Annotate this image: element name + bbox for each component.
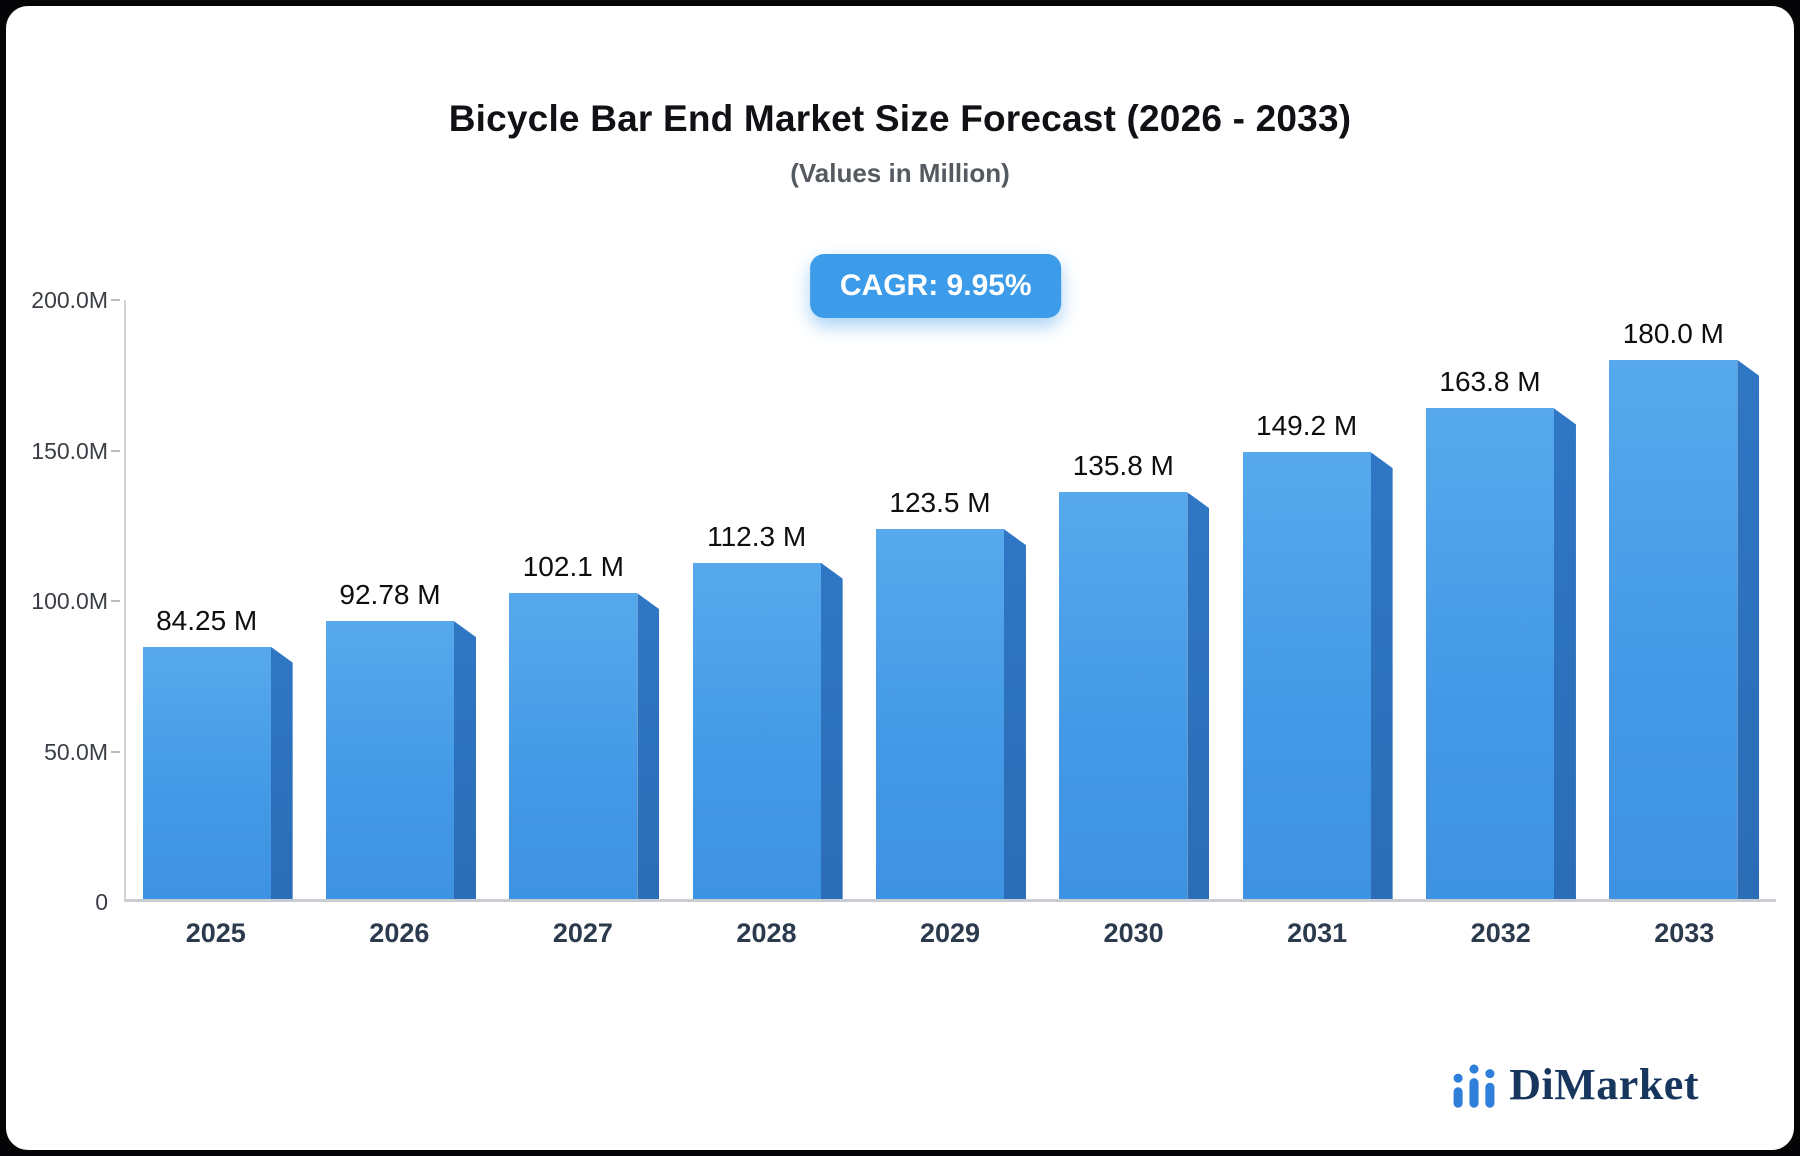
y-tick-label: 200.0M — [31, 287, 108, 313]
bar-front-face — [875, 529, 1004, 899]
bar-side-face — [637, 593, 660, 899]
bar-front-face — [325, 621, 454, 899]
bar-slot: 123.5 M — [859, 300, 1042, 899]
bar-slot: 135.8 M — [1043, 300, 1226, 899]
bar: 102.1 M — [509, 551, 660, 899]
bar-value-label: 92.78 M — [339, 579, 441, 611]
bar-value-label: 180.0 M — [1622, 317, 1724, 349]
bar: 112.3 M — [692, 521, 843, 899]
bar-front-face — [1059, 492, 1188, 899]
bar-front-face — [1425, 408, 1554, 899]
bar-value-label: 163.8 M — [1439, 366, 1541, 398]
y-axis-labels: 200.0M 150.0M 100.0M 50.0M 0 — [6, 287, 120, 915]
bar: 123.5 M — [875, 487, 1026, 899]
x-tick-label: 2029 — [919, 918, 981, 948]
chart-card: Bicycle Bar End Market Size Forecast (20… — [6, 6, 1794, 1150]
bar-value-label: 149.2 M — [1256, 410, 1358, 442]
bar-front-face — [1609, 359, 1738, 899]
x-tick-label: 2031 — [1287, 918, 1348, 948]
bar: 135.8 M — [1059, 450, 1210, 899]
x-tick-label: 2033 — [1654, 918, 1715, 948]
bar-side-face — [1737, 359, 1760, 899]
chart-subtitle: (Values in Million) — [790, 158, 1010, 188]
y-tick-mark — [111, 750, 120, 753]
y-tick-mark — [111, 449, 120, 452]
brand-name: DiMarket — [1509, 1060, 1699, 1109]
x-tick-label: 2028 — [736, 918, 797, 948]
y-tick-label: 150.0M — [31, 437, 108, 464]
bar-value-label: 102.1 M — [522, 551, 624, 583]
brand-logo: DiMarket — [1451, 1059, 1699, 1110]
bar-slot: 149.2 M — [1226, 300, 1409, 899]
cagr-badge: CAGR: 9.95% — [809, 254, 1062, 318]
bar-value-label: 135.8 M — [1072, 450, 1174, 482]
y-tick-label: 50.0M — [44, 738, 108, 765]
x-tick-label: 2026 — [369, 918, 430, 948]
x-tick-label: 2032 — [1470, 918, 1531, 948]
x-tick-label: 2030 — [1103, 918, 1164, 948]
bar-front-face — [509, 593, 638, 899]
bar-front-face — [692, 562, 821, 899]
bar-slot: 102.1 M — [493, 300, 676, 899]
bar-value-label: 112.3 M — [707, 520, 807, 552]
plot-area: 84.25 M 92.78 M 102.1 M 112.3 M 123.5 M 135.8… — [124, 300, 1776, 902]
bar-slot: 92.78 M — [309, 300, 492, 899]
bar-side-face — [1370, 452, 1393, 899]
y-tick-label: 0 — [95, 889, 108, 915]
x-axis-labels: 2025 2026 2027 2028 2029 2030 2031 2032 2033 — [124, 918, 1776, 949]
bars-container: 84.25 M 92.78 M 102.1 M 112.3 M 123.5 M 135.8… — [126, 300, 1776, 899]
bar: 92.78 M — [325, 579, 476, 899]
bar-side-face — [1003, 529, 1026, 899]
bar-value-label: 84.25 M — [156, 604, 258, 636]
bar-slot: 180.0 M — [1593, 300, 1776, 899]
bar-side-face — [453, 621, 476, 899]
bar-slot: 163.8 M — [1409, 300, 1592, 899]
x-tick-label: 2025 — [185, 918, 246, 948]
bar: 180.0 M — [1609, 318, 1760, 899]
bar-front-face — [142, 646, 271, 899]
bar-chart-icon — [1453, 1064, 1495, 1108]
bar-value-label: 123.5 M — [889, 487, 991, 519]
bar-slot: 112.3 M — [676, 300, 859, 899]
chart-title: Bicycle Bar End Market Size Forecast (20… — [448, 98, 1352, 139]
bar-side-face — [1187, 492, 1210, 899]
bar-slot: 84.25 M — [126, 300, 309, 899]
bar-front-face — [1242, 452, 1371, 899]
x-tick-label: 2027 — [552, 918, 613, 948]
bar-side-face — [270, 646, 293, 899]
bar: 149.2 M — [1242, 410, 1393, 899]
bar-side-face — [820, 562, 843, 899]
y-tick-mark — [111, 600, 120, 602]
y-tick-mark — [111, 299, 120, 301]
y-tick-label: 100.0M — [31, 588, 108, 614]
bar: 84.25 M — [142, 605, 293, 899]
bar-side-face — [1553, 408, 1576, 899]
bar: 163.8 M — [1425, 366, 1576, 899]
